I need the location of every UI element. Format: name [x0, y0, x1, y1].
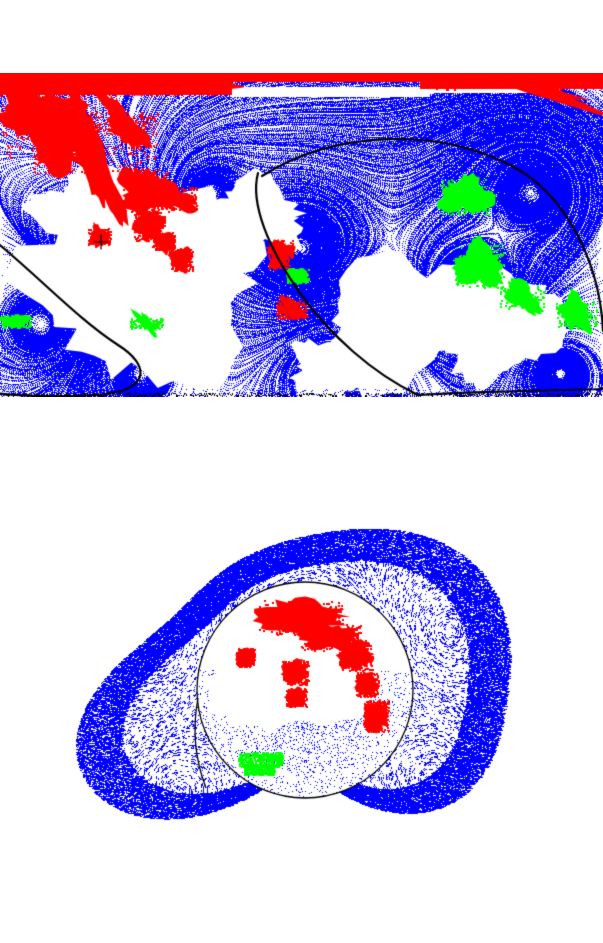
rectangular-projection-panel[interactable]	[0, 73, 603, 397]
warped-projection-panel[interactable]	[0, 440, 603, 935]
warped-projection-canvas[interactable]	[0, 440, 603, 935]
rectangular-projection-canvas[interactable]	[0, 73, 603, 397]
